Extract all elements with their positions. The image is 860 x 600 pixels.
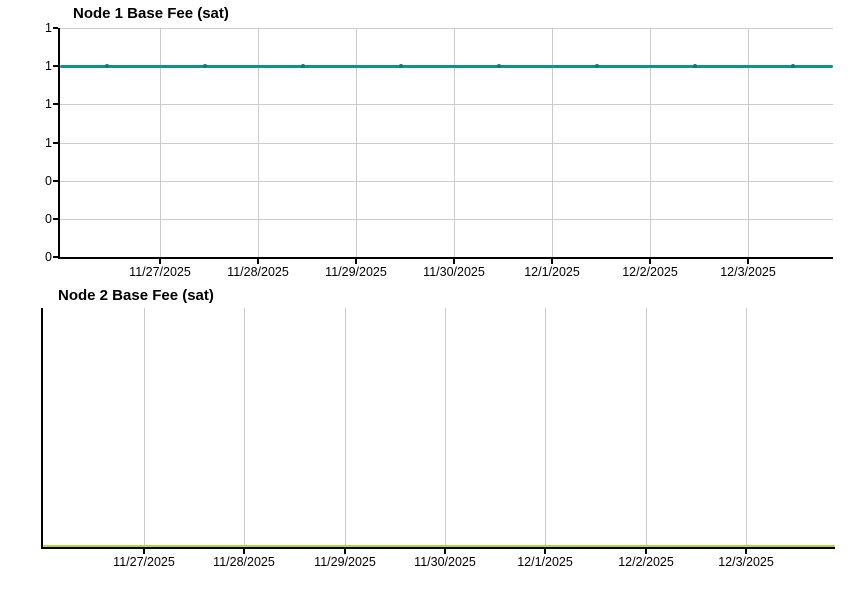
vertical-gridline [144,308,145,547]
x-axis-line [58,257,833,259]
x-tick-label: 12/2/2025 [618,555,674,569]
data-point-marker [301,64,305,69]
series-line [43,544,835,547]
y-tick-mark [53,218,58,220]
vertical-gridline [244,308,245,547]
vertical-gridline [258,28,259,257]
vertical-gridline [445,308,446,547]
data-point-marker [105,64,109,69]
vertical-gridline [646,308,647,547]
x-tick-mark [745,549,747,554]
data-point-marker [791,64,795,69]
data-point-marker [595,64,599,69]
x-tick-mark [544,549,546,554]
x-tick-mark [444,549,446,554]
x-tick-label: 12/2/2025 [622,265,678,279]
x-tick-mark [243,549,245,554]
horizontal-gridline [60,143,833,144]
vertical-gridline [345,308,346,547]
horizontal-gridline [60,219,833,220]
x-tick-mark [551,259,553,264]
series-line [60,64,833,68]
x-tick-label: 12/3/2025 [718,555,774,569]
x-tick-mark [747,259,749,264]
vertical-gridline [356,28,357,257]
x-tick-label: 11/28/2025 [213,555,275,569]
vertical-gridline [650,28,651,257]
x-tick-label: 11/30/2025 [423,265,485,279]
x-tick-mark [143,549,145,554]
x-tick-label: 11/27/2025 [113,555,175,569]
vertical-gridline [552,28,553,257]
y-tick-label: 1 [45,97,52,111]
data-point-marker [693,64,697,69]
y-axis-line [41,308,43,549]
horizontal-gridline [60,28,833,29]
x-tick-label: 12/1/2025 [524,265,580,279]
y-tick-mark [53,256,58,258]
y-tick-label: 1 [45,59,52,73]
data-point-marker [497,64,501,69]
y-tick-mark [53,103,58,105]
x-tick-mark [453,259,455,264]
x-tick-label: 11/30/2025 [414,555,476,569]
x-tick-label: 11/29/2025 [314,555,376,569]
x-tick-mark [645,549,647,554]
y-tick-mark [53,65,58,67]
y-tick-mark [53,27,58,29]
y-tick-label: 0 [45,250,52,264]
x-tick-label: 11/27/2025 [129,265,191,279]
x-tick-mark [344,549,346,554]
x-tick-label: 12/1/2025 [517,555,573,569]
y-tick-label: 1 [45,136,52,150]
vertical-gridline [746,308,747,547]
x-tick-label: 11/29/2025 [325,265,387,279]
x-tick-label: 12/3/2025 [720,265,776,279]
vertical-gridline [454,28,455,257]
x-tick-mark [355,259,357,264]
vertical-gridline [160,28,161,257]
y-tick-label: 1 [45,21,52,35]
x-axis-line [41,547,835,549]
x-tick-label: 11/28/2025 [227,265,289,279]
node2-chart-title: Node 2 Base Fee (sat) [58,287,214,304]
y-axis-line [58,28,60,259]
node2-plot-area [43,308,835,547]
data-point-marker [399,64,403,69]
data-point-marker [203,64,207,69]
y-tick-label: 0 [45,212,52,226]
horizontal-gridline [60,104,833,105]
x-tick-mark [257,259,259,264]
x-tick-mark [159,259,161,264]
vertical-gridline [748,28,749,257]
horizontal-gridline [60,181,833,182]
x-tick-mark [649,259,651,264]
y-tick-label: 0 [45,174,52,188]
node1-chart-title: Node 1 Base Fee (sat) [73,5,229,22]
vertical-gridline [545,308,546,547]
y-tick-mark [53,180,58,182]
y-tick-mark [53,142,58,144]
